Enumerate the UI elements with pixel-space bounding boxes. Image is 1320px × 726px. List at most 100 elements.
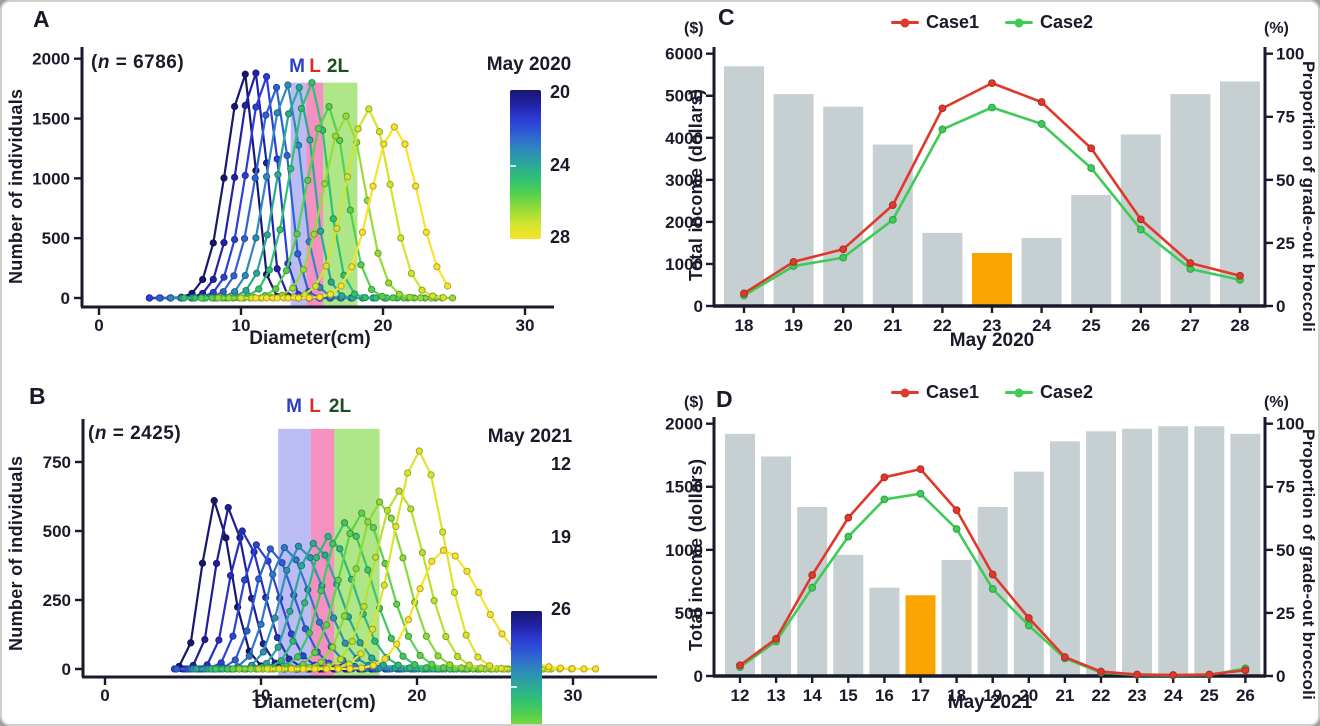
svg-text:12: 12 — [731, 686, 750, 705]
legend-case2-label-d: Case2 — [1040, 382, 1094, 402]
case1-line-marker — [890, 18, 919, 27]
panel-b-y-axis-title: Number of individuals — [6, 455, 26, 651]
colorbar-a-tick-bottom: 28 — [550, 227, 571, 247]
case1-dot-icon — [900, 18, 910, 27]
svg-text:17: 17 — [911, 686, 930, 705]
svg-text:20: 20 — [834, 316, 853, 335]
svg-text:23: 23 — [983, 316, 1002, 335]
legend-item-case2-d: Case2 — [1005, 382, 1093, 403]
panel-b-letter: B — [29, 383, 46, 409]
legend-case1-label: Case1 — [925, 12, 979, 32]
svg-text:1000: 1000 — [665, 255, 703, 274]
grade-band-label-l-b: L — [309, 396, 321, 417]
svg-text:26: 26 — [1236, 686, 1255, 705]
svg-text:25: 25 — [1200, 686, 1219, 705]
colorbar-b-title: May 2021 — [487, 426, 573, 447]
grade-band-label-2l-b: 2L — [328, 396, 352, 417]
svg-text:0: 0 — [100, 686, 109, 705]
case1-line-marker-d — [890, 388, 919, 397]
svg-text:0: 0 — [1276, 297, 1285, 316]
svg-text:75: 75 — [1276, 108, 1295, 127]
panel-d-right-unit: (%) — [1264, 394, 1289, 411]
colorbar-a-tick-top: 20 — [550, 82, 571, 102]
svg-text:20: 20 — [374, 316, 393, 335]
svg-text:25: 25 — [1082, 316, 1101, 335]
svg-text:50: 50 — [1276, 171, 1295, 190]
svg-text:0: 0 — [62, 660, 71, 679]
legend-item-case1-d: Case1 — [890, 382, 979, 403]
svg-text:500: 500 — [675, 604, 703, 623]
case1-dot-icon-d — [900, 388, 910, 397]
panel-d-letter: D — [716, 386, 733, 412]
panel-d-left-unit: ($) — [684, 394, 704, 411]
colorbar-a — [510, 90, 541, 239]
svg-text:14: 14 — [803, 686, 822, 705]
svg-text:50: 50 — [1276, 541, 1295, 560]
svg-text:4000: 4000 — [665, 129, 703, 148]
svg-text:20: 20 — [408, 686, 427, 705]
svg-text:30: 30 — [564, 686, 583, 705]
svg-text:3000: 3000 — [665, 171, 703, 190]
case2-line-marker — [1005, 18, 1033, 27]
panel-c-legend: Case1 Case2 — [890, 12, 1093, 33]
grade-band-label-m-a: M — [289, 56, 305, 77]
legend-item-case1: Case1 — [890, 12, 979, 33]
legend-item-case2: Case2 — [1005, 12, 1093, 33]
svg-text:24: 24 — [1164, 686, 1183, 705]
panel-a-y-axis-title: Number of individuals — [6, 88, 26, 284]
svg-text:2000: 2000 — [665, 213, 703, 232]
grade-band-label-m-b: M — [286, 396, 302, 417]
svg-text:16: 16 — [875, 686, 894, 705]
panel-d-left-axis-title: Total income (dollars) — [686, 458, 706, 652]
svg-text:25: 25 — [1276, 604, 1295, 623]
svg-text:19: 19 — [784, 316, 803, 335]
svg-text:25: 25 — [1276, 234, 1295, 253]
colorbar-b — [511, 611, 542, 724]
svg-text:24: 24 — [1032, 316, 1051, 335]
case2-dot-icon-d — [1014, 388, 1024, 397]
panel-b-sample-size: (n = 2425) — [88, 423, 182, 444]
panel-c-letter: C — [718, 4, 735, 30]
svg-text:2000: 2000 — [32, 50, 70, 69]
legend-case1-label-d: Case1 — [925, 382, 979, 402]
svg-text:100: 100 — [1276, 415, 1304, 434]
panel-d-legend: Case1 Case2 — [890, 382, 1093, 403]
svg-text:21: 21 — [883, 316, 902, 335]
svg-text:0: 0 — [694, 297, 703, 316]
panel-c-x-axis-title: May 2020 — [949, 330, 1035, 351]
colorbar-a-tick-mid: 24 — [550, 155, 571, 175]
panel-a-letter: A — [33, 6, 50, 32]
svg-text:27: 27 — [1181, 316, 1200, 335]
svg-text:75: 75 — [1276, 478, 1295, 497]
panel-c-left-unit: ($) — [684, 20, 704, 37]
svg-text:0: 0 — [61, 289, 70, 308]
svg-text:100: 100 — [1276, 45, 1304, 64]
grade-band-label-l-a: L — [309, 56, 321, 77]
svg-text:18: 18 — [735, 316, 754, 335]
svg-text:500: 500 — [43, 522, 71, 541]
svg-text:23: 23 — [1128, 686, 1147, 705]
svg-text:1000: 1000 — [665, 541, 703, 560]
panel-b-x-axis-title: Diameter(cm) — [254, 692, 376, 713]
panel-d-x-axis-title: May 2021 — [947, 692, 1033, 713]
svg-text:19: 19 — [983, 686, 1002, 705]
svg-text:1500: 1500 — [32, 109, 70, 128]
svg-text:10: 10 — [252, 686, 271, 705]
svg-text:22: 22 — [1092, 686, 1111, 705]
svg-text:18: 18 — [947, 686, 966, 705]
svg-text:0: 0 — [94, 316, 103, 335]
svg-text:30: 30 — [516, 316, 535, 335]
panel-c-left-axis-title: Total income (dollars) — [686, 88, 706, 282]
svg-text:15: 15 — [839, 686, 858, 705]
panel-c-right-unit: (%) — [1264, 20, 1289, 37]
svg-text:13: 13 — [767, 686, 786, 705]
svg-text:5000: 5000 — [665, 87, 703, 106]
svg-text:10: 10 — [232, 316, 251, 335]
panel-a-sample-size: (n = 6786) — [91, 52, 185, 73]
panel-a-x-axis-title: Diameter(cm) — [249, 328, 371, 349]
svg-text:22: 22 — [933, 316, 952, 335]
colorbar-b-tick-bottom: 26 — [551, 599, 572, 619]
colorbar-b-tick-top: 12 — [551, 454, 572, 474]
